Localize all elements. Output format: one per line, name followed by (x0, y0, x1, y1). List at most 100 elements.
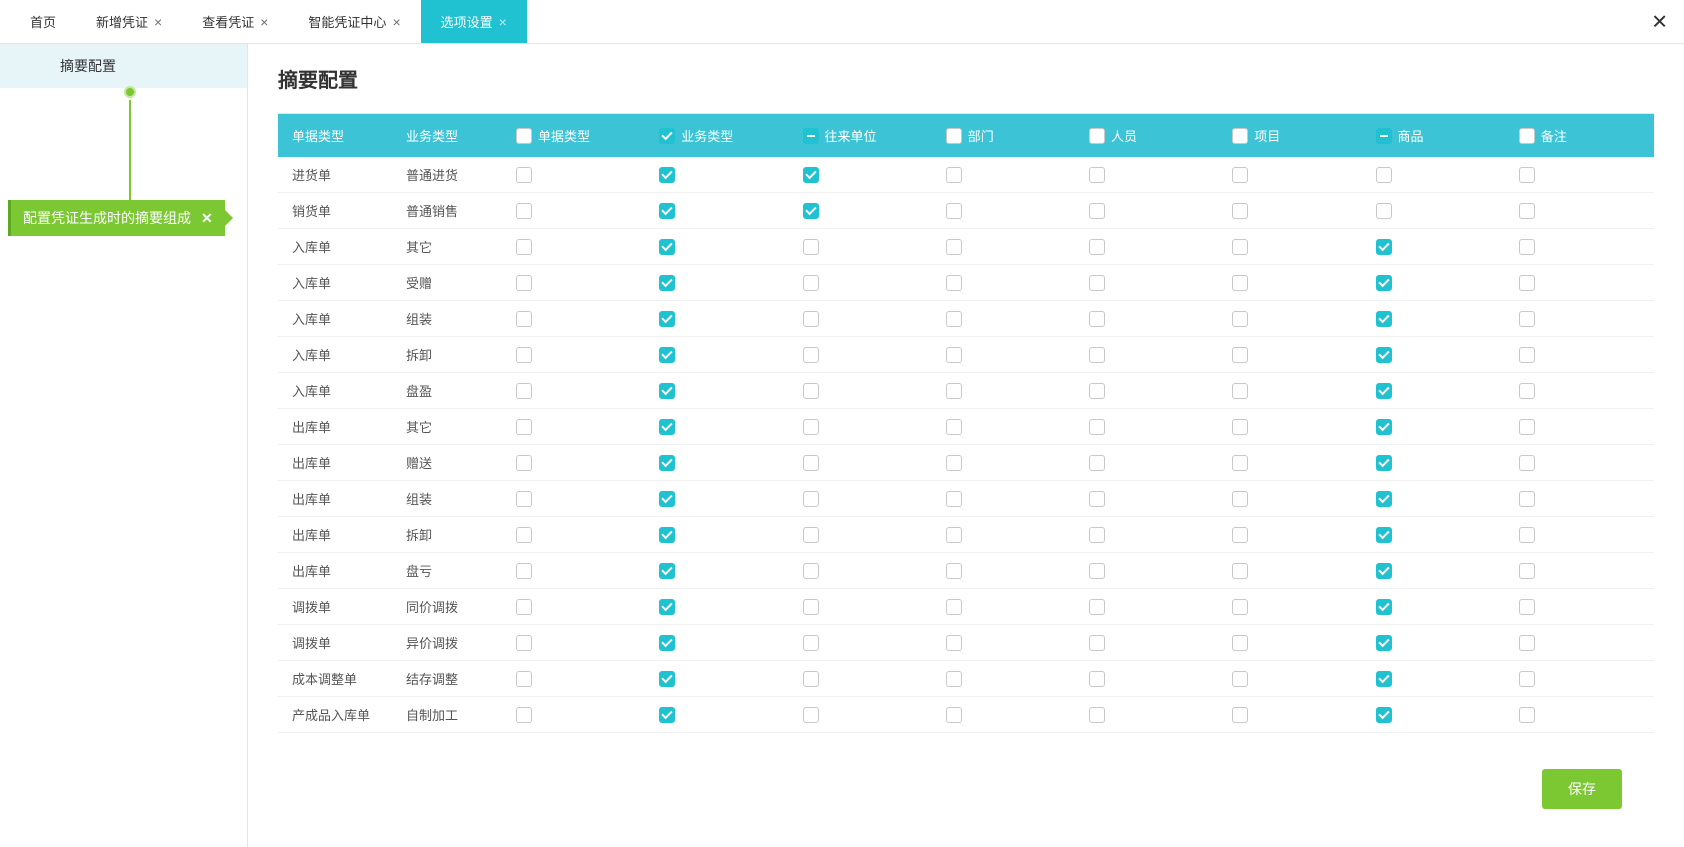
checkbox-c_remark[interactable] (1519, 599, 1535, 615)
checkbox-c_dept[interactable] (946, 239, 962, 255)
checkbox-c_biz[interactable] (659, 275, 675, 291)
header-c_unit[interactable]: 往来单位 (795, 114, 938, 157)
header-checkbox-c_remark[interactable] (1519, 128, 1535, 144)
checkbox-c_person[interactable] (1089, 491, 1105, 507)
checkbox-c_doc[interactable] (516, 707, 532, 723)
checkbox-c_proj[interactable] (1232, 275, 1248, 291)
checkbox-c_proj[interactable] (1232, 239, 1248, 255)
checkbox-c_remark[interactable] (1519, 491, 1535, 507)
checkbox-c_unit[interactable] (803, 347, 819, 363)
checkbox-c_proj[interactable] (1232, 707, 1248, 723)
checkbox-c_goods[interactable] (1376, 383, 1392, 399)
tab-close-icon[interactable]: × (154, 14, 162, 30)
checkbox-c_unit[interactable] (803, 599, 819, 615)
checkbox-c_biz[interactable] (659, 419, 675, 435)
checkbox-c_goods[interactable] (1376, 491, 1392, 507)
checkbox-c_person[interactable] (1089, 167, 1105, 183)
checkbox-c_person[interactable] (1089, 347, 1105, 363)
header-checkbox-c_dept[interactable] (946, 128, 962, 144)
checkbox-c_dept[interactable] (946, 527, 962, 543)
header-c_person[interactable]: 人员 (1081, 114, 1224, 157)
header-c_dept[interactable]: 部门 (938, 114, 1081, 157)
header-checkbox-c_goods[interactable] (1376, 128, 1392, 144)
checkbox-c_unit[interactable] (803, 167, 819, 183)
checkbox-c_person[interactable] (1089, 419, 1105, 435)
checkbox-c_remark[interactable] (1519, 707, 1535, 723)
checkbox-c_remark[interactable] (1519, 527, 1535, 543)
checkbox-c_doc[interactable] (516, 671, 532, 687)
checkbox-c_doc[interactable] (516, 419, 532, 435)
checkbox-c_biz[interactable] (659, 311, 675, 327)
checkbox-c_doc[interactable] (516, 275, 532, 291)
header-checkbox-c_person[interactable] (1089, 128, 1105, 144)
checkbox-c_remark[interactable] (1519, 311, 1535, 327)
checkbox-c_person[interactable] (1089, 635, 1105, 651)
checkbox-c_goods[interactable] (1376, 563, 1392, 579)
checkbox-c_person[interactable] (1089, 563, 1105, 579)
checkbox-c_unit[interactable] (803, 455, 819, 471)
checkbox-c_biz[interactable] (659, 455, 675, 471)
checkbox-c_proj[interactable] (1232, 635, 1248, 651)
checkbox-c_doc[interactable] (516, 599, 532, 615)
checkbox-c_biz[interactable] (659, 707, 675, 723)
checkbox-c_goods[interactable] (1376, 671, 1392, 687)
checkbox-c_remark[interactable] (1519, 635, 1535, 651)
header-c_doc[interactable]: 单据类型 (508, 114, 651, 157)
checkbox-c_goods[interactable] (1376, 635, 1392, 651)
checkbox-c_person[interactable] (1089, 311, 1105, 327)
checkbox-c_goods[interactable] (1376, 347, 1392, 363)
checkbox-c_doc[interactable] (516, 491, 532, 507)
checkbox-c_dept[interactable] (946, 707, 962, 723)
checkbox-c_unit[interactable] (803, 635, 819, 651)
checkbox-c_dept[interactable] (946, 275, 962, 291)
checkbox-c_person[interactable] (1089, 671, 1105, 687)
checkbox-c_dept[interactable] (946, 455, 962, 471)
checkbox-c_proj[interactable] (1232, 599, 1248, 615)
checkbox-c_unit[interactable] (803, 383, 819, 399)
checkbox-c_remark[interactable] (1519, 203, 1535, 219)
checkbox-c_unit[interactable] (803, 491, 819, 507)
checkbox-c_doc[interactable] (516, 635, 532, 651)
checkbox-c_goods[interactable] (1376, 167, 1392, 183)
checkbox-c_biz[interactable] (659, 671, 675, 687)
checkbox-c_biz[interactable] (659, 203, 675, 219)
checkbox-c_dept[interactable] (946, 383, 962, 399)
checkbox-c_unit[interactable] (803, 707, 819, 723)
checkbox-c_person[interactable] (1089, 527, 1105, 543)
checkbox-c_dept[interactable] (946, 347, 962, 363)
tab-0[interactable]: 首页 (10, 0, 76, 43)
header-checkbox-c_biz[interactable] (659, 128, 675, 144)
checkbox-c_doc[interactable] (516, 167, 532, 183)
header-c_proj[interactable]: 项目 (1224, 114, 1367, 157)
tab-close-icon[interactable]: × (260, 14, 268, 30)
tab-close-icon[interactable]: × (392, 14, 400, 30)
checkbox-c_goods[interactable] (1376, 203, 1392, 219)
header-c_remark[interactable]: 备注 (1511, 114, 1654, 157)
checkbox-c_remark[interactable] (1519, 347, 1535, 363)
checkbox-c_person[interactable] (1089, 455, 1105, 471)
checkbox-c_remark[interactable] (1519, 383, 1535, 399)
checkbox-c_biz[interactable] (659, 563, 675, 579)
tab-4[interactable]: 选项设置× (421, 0, 527, 43)
header-checkbox-c_proj[interactable] (1232, 128, 1248, 144)
checkbox-c_unit[interactable] (803, 563, 819, 579)
checkbox-c_biz[interactable] (659, 347, 675, 363)
checkbox-c_remark[interactable] (1519, 419, 1535, 435)
header-c_goods[interactable]: 商品 (1368, 114, 1511, 157)
checkbox-c_proj[interactable] (1232, 455, 1248, 471)
checkbox-c_proj[interactable] (1232, 311, 1248, 327)
header-checkbox-c_unit[interactable] (803, 128, 819, 144)
checkbox-c_dept[interactable] (946, 167, 962, 183)
checkbox-c_remark[interactable] (1519, 167, 1535, 183)
checkbox-c_person[interactable] (1089, 239, 1105, 255)
tooltip-close-icon[interactable]: ✕ (201, 210, 213, 227)
checkbox-c_unit[interactable] (803, 671, 819, 687)
checkbox-c_goods[interactable] (1376, 707, 1392, 723)
tab-close-icon[interactable]: × (499, 14, 507, 30)
checkbox-c_biz[interactable] (659, 599, 675, 615)
checkbox-c_biz[interactable] (659, 635, 675, 651)
table-scroll-region[interactable]: 单据类型业务类型单据类型业务类型往来单位部门人员项目商品备注 进货单普通进货销货… (278, 113, 1654, 751)
sidebar-tab-summary-config[interactable]: 摘要配置 (0, 44, 247, 88)
checkbox-c_remark[interactable] (1519, 671, 1535, 687)
checkbox-c_unit[interactable] (803, 275, 819, 291)
